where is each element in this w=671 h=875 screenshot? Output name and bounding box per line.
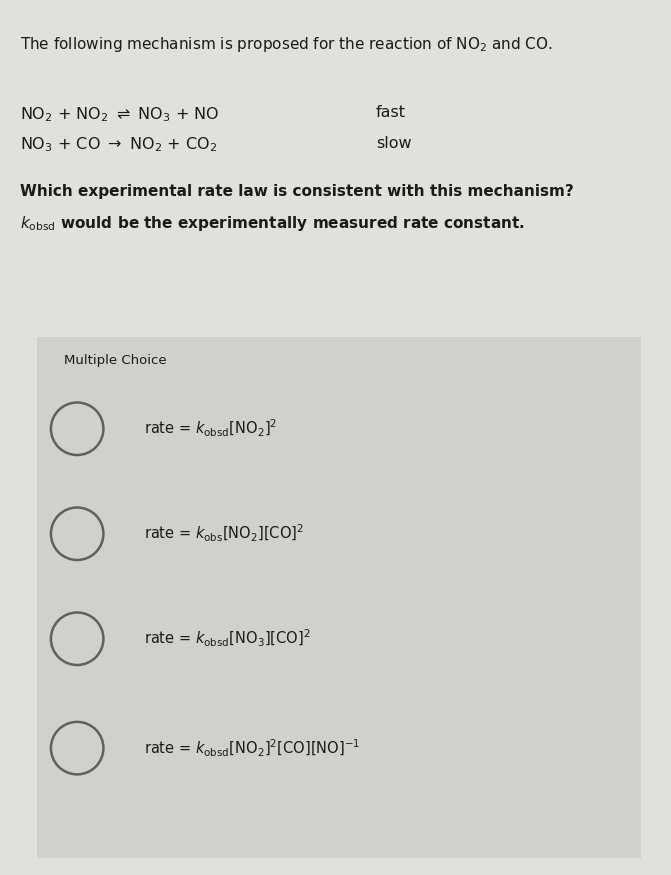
- FancyBboxPatch shape: [37, 337, 641, 858]
- Text: rate = $k_\mathrm{obsd}$[NO$_3$][CO]$^2$: rate = $k_\mathrm{obsd}$[NO$_3$][CO]$^2$: [144, 628, 311, 649]
- Text: NO$_3$ + CO $\rightarrow$ NO$_2$ + CO$_2$: NO$_3$ + CO $\rightarrow$ NO$_2$ + CO$_2…: [20, 136, 217, 154]
- Text: rate = $k_\mathrm{obsd}$[NO$_2$]$^2$[CO][NO]$^{-1}$: rate = $k_\mathrm{obsd}$[NO$_2$]$^2$[CO]…: [144, 738, 360, 759]
- Text: The following mechanism is proposed for the reaction of NO$_2$ and CO.: The following mechanism is proposed for …: [20, 35, 553, 54]
- Text: rate = $k_\mathrm{obs}$[NO$_2$][CO]$^2$: rate = $k_\mathrm{obs}$[NO$_2$][CO]$^2$: [144, 523, 304, 544]
- Text: Which experimental rate law is consistent with this mechanism?: Which experimental rate law is consisten…: [20, 184, 574, 199]
- Text: rate = $k_\mathrm{obsd}$[NO$_2$]$^2$: rate = $k_\mathrm{obsd}$[NO$_2$]$^2$: [144, 418, 278, 439]
- Text: Multiple Choice: Multiple Choice: [64, 354, 166, 367]
- Text: slow: slow: [376, 136, 411, 150]
- Text: $k_\mathrm{obsd}$ would be the experimentally measured rate constant.: $k_\mathrm{obsd}$ would be the experimen…: [20, 214, 525, 234]
- Text: fast: fast: [376, 105, 406, 120]
- Text: NO$_2$ + NO$_2$ $\rightleftharpoons$ NO$_3$ + NO: NO$_2$ + NO$_2$ $\rightleftharpoons$ NO$…: [20, 105, 219, 123]
